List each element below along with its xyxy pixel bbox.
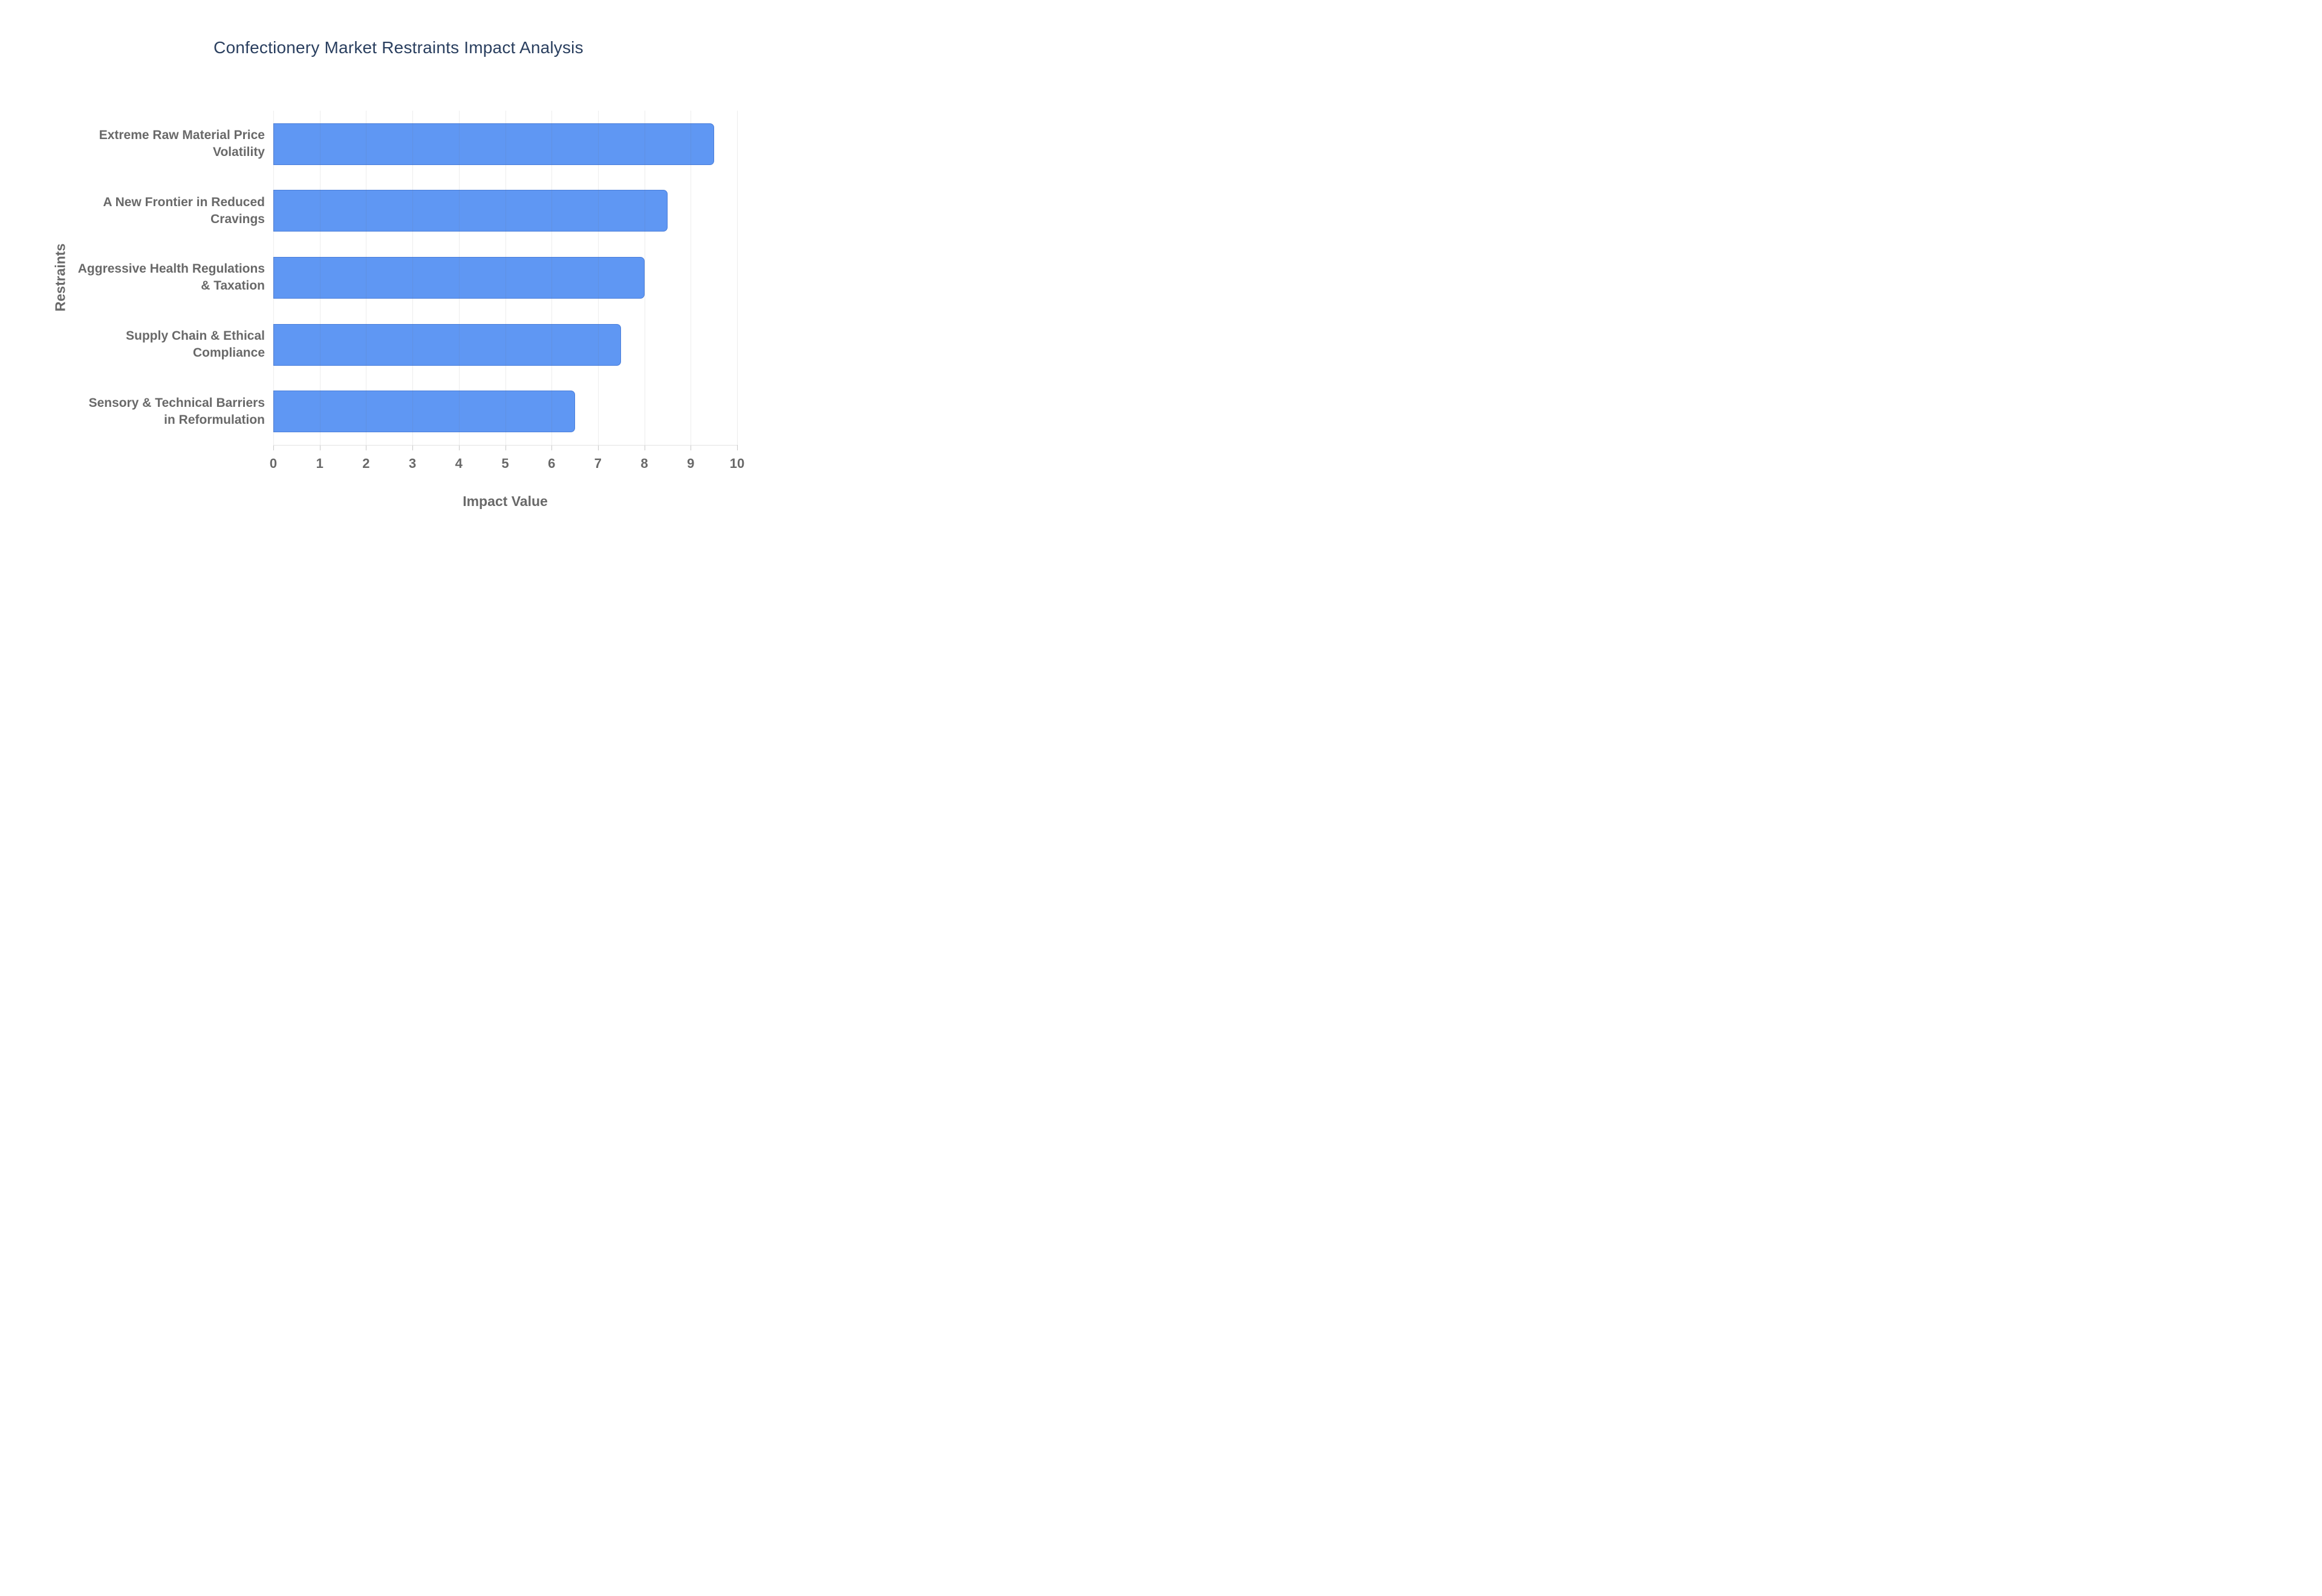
tick-mark-x-7 [597,445,599,450]
plot-area [273,111,738,446]
chart-title: Confectionery Market Restraints Impact A… [213,38,584,57]
tick-label-x-0: 0 [269,456,278,471]
x-axis-title: Impact Value [463,493,548,509]
gridline-x-0 [273,111,274,445]
x-axis-line [273,445,737,446]
gridline-x-10 [737,111,738,445]
tick-label-x-1: 1 [316,456,324,471]
gridline-x-7 [597,111,599,445]
tick-label-x-4: 4 [455,456,463,471]
category-label-3: Supply Chain & Ethical Compliance [126,329,265,360]
bar-chart: Confectionery Market Restraints Impact A… [0,0,774,532]
bar-4 [273,391,575,433]
category-label-4: Sensory & Technical Barriers in Reformul… [88,395,265,427]
bar-2 [273,257,645,299]
tick-label-x-9: 9 [687,456,695,471]
tick-mark-x-6 [551,445,553,450]
category-label-1: A New Frontier in Reduced Cravings [103,195,265,226]
gridline-x-4 [458,111,460,445]
category-label-2: Aggressive Health Regulations & Taxation [77,262,265,293]
category-label-0: Extreme Raw Material Price Volatility [99,128,265,160]
bar-3 [273,323,622,366]
tick-mark-x-10 [737,445,738,450]
gridline-x-3 [412,111,414,445]
tick-label-x-6: 6 [548,456,556,471]
tick-label-x-5: 5 [501,456,509,471]
bar-1 [273,190,668,232]
tick-mark-x-3 [412,445,414,450]
tick-label-x-8: 8 [640,456,648,471]
tick-label-x-7: 7 [594,456,602,471]
tick-label-x-10: 10 [729,456,745,471]
bar-0 [273,123,714,165]
tick-mark-x-0 [273,445,274,450]
tick-mark-x-4 [458,445,460,450]
tick-label-x-3: 3 [408,456,417,471]
tick-label-x-2: 2 [362,456,370,471]
gridline-x-6 [551,111,553,445]
